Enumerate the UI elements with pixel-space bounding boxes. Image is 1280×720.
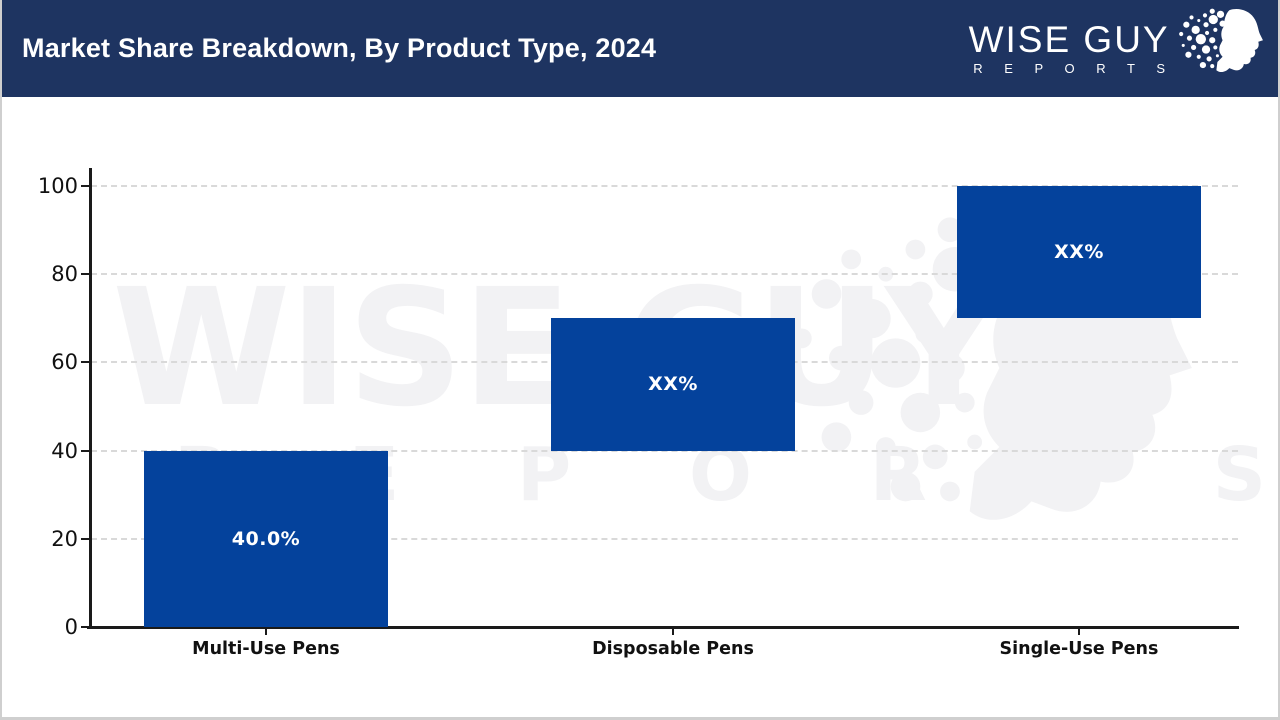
- x-category-label: Multi-Use Pens: [192, 639, 340, 659]
- gridline-20: [91, 537, 1238, 540]
- gridline-40: [91, 449, 1238, 452]
- page-title: Market Share Breakdown, By Product Type,…: [22, 33, 657, 63]
- y-tick-mark: [81, 537, 89, 540]
- y-tick-mark: [81, 449, 89, 452]
- y-tick-label: 40: [51, 438, 78, 463]
- bar-3: XX%: [957, 186, 1201, 319]
- bar-2: XX%: [551, 318, 795, 451]
- x-tick-mark: [265, 628, 267, 635]
- bar-value-label: XX%: [1054, 241, 1104, 264]
- x-category-label: Single-Use Pens: [999, 639, 1159, 659]
- brand-subtitle: R E P O R T S: [973, 61, 1174, 76]
- bar-value-label: 40.0%: [231, 527, 301, 550]
- y-axis-line: [89, 168, 92, 628]
- gridline-100: [91, 185, 1238, 187]
- x-axis-line: [87, 626, 1239, 629]
- y-tick-label: 100: [37, 174, 78, 198]
- x-tick-mark: [1078, 628, 1080, 635]
- y-tick-mark: [81, 273, 89, 276]
- x-tick-mark: [672, 628, 674, 635]
- y-tick-label: 80: [51, 262, 78, 287]
- y-tick-mark: [81, 626, 89, 628]
- gridline-80: [91, 273, 1238, 276]
- brand-logo-text: WISE GUY R E P O R T S: [964, 21, 1174, 76]
- brand-name: WISE GUY: [968, 19, 1170, 60]
- bar-1: 40.0%: [144, 450, 388, 627]
- y-tick-label: 20: [51, 526, 78, 551]
- brand-logo: WISE GUY R E P O R T S: [964, 7, 1264, 90]
- y-tick-label: 60: [51, 350, 78, 375]
- brand-face-icon: [1179, 8, 1263, 73]
- y-tick-mark: [81, 185, 89, 187]
- y-tick-label: 0: [64, 615, 78, 639]
- bar-value-label: XX%: [648, 373, 698, 396]
- header-bar: Market Share Breakdown, By Product Type,…: [2, 0, 1278, 97]
- x-category-label: Disposable Pens: [592, 639, 754, 659]
- y-tick-mark: [81, 361, 89, 364]
